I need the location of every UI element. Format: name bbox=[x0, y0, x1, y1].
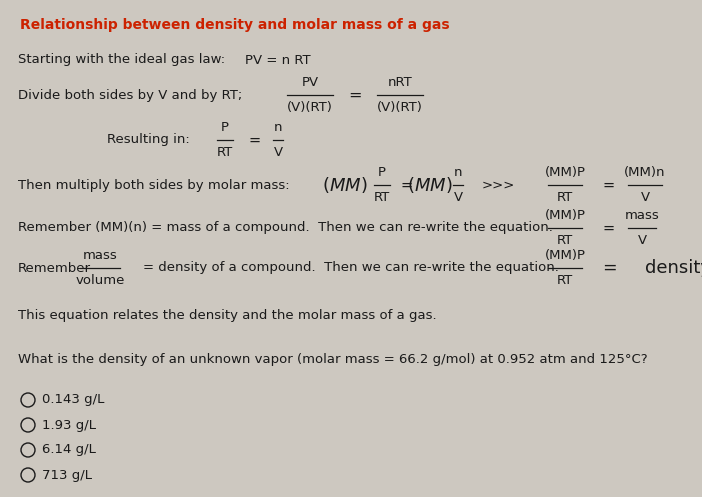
Text: =: = bbox=[348, 87, 362, 102]
Text: >>>: >>> bbox=[482, 178, 515, 191]
Text: n: n bbox=[453, 166, 462, 179]
Text: =: = bbox=[603, 177, 615, 192]
Text: $(MM)$: $(MM)$ bbox=[322, 175, 368, 195]
Text: RT: RT bbox=[557, 191, 573, 204]
Text: =: = bbox=[602, 259, 616, 277]
Text: PV: PV bbox=[301, 76, 319, 89]
Text: =: = bbox=[603, 221, 615, 236]
Text: mass: mass bbox=[625, 209, 659, 222]
Text: This equation relates the density and the molar mass of a gas.: This equation relates the density and th… bbox=[18, 309, 437, 322]
Text: nRT: nRT bbox=[388, 76, 412, 89]
Text: 713 g/L: 713 g/L bbox=[42, 469, 92, 482]
Text: RT: RT bbox=[217, 146, 233, 159]
Text: = density of a compound.  Then we can re-write the equation.: = density of a compound. Then we can re-… bbox=[143, 261, 559, 274]
Text: mass: mass bbox=[83, 249, 117, 262]
Text: V: V bbox=[637, 234, 647, 247]
Text: RT: RT bbox=[557, 234, 573, 247]
Text: Relationship between density and molar mass of a gas: Relationship between density and molar m… bbox=[20, 18, 449, 32]
Text: RT: RT bbox=[374, 191, 390, 204]
Text: P: P bbox=[378, 166, 386, 179]
Text: Then multiply both sides by molar mass:: Then multiply both sides by molar mass: bbox=[18, 178, 290, 191]
Text: PV = n RT: PV = n RT bbox=[245, 54, 310, 67]
Text: Remember: Remember bbox=[18, 261, 91, 274]
Text: $(MM)$: $(MM)$ bbox=[407, 175, 453, 195]
Text: volume: volume bbox=[75, 274, 125, 287]
Text: What is the density of an unknown vapor (molar mass = 66.2 g/mol) at 0.952 atm a: What is the density of an unknown vapor … bbox=[18, 353, 648, 366]
Text: density: density bbox=[645, 259, 702, 277]
Text: =: = bbox=[249, 133, 261, 148]
Text: Starting with the ideal gas law:: Starting with the ideal gas law: bbox=[18, 54, 225, 67]
Text: V: V bbox=[453, 191, 463, 204]
Text: V: V bbox=[640, 191, 649, 204]
Text: n: n bbox=[274, 121, 282, 134]
Text: (MM)P: (MM)P bbox=[545, 249, 585, 262]
Text: Remember (MM)(n) = mass of a compound.  Then we can re-write the equation.: Remember (MM)(n) = mass of a compound. T… bbox=[18, 222, 553, 235]
Text: (MM)P: (MM)P bbox=[545, 209, 585, 222]
Text: 6.14 g/L: 6.14 g/L bbox=[42, 443, 96, 457]
Text: =: = bbox=[401, 177, 413, 192]
Text: Resulting in:: Resulting in: bbox=[107, 134, 190, 147]
Text: (V)(RT): (V)(RT) bbox=[287, 101, 333, 114]
Text: 0.143 g/L: 0.143 g/L bbox=[42, 394, 105, 407]
Text: P: P bbox=[221, 121, 229, 134]
Text: (MM)P: (MM)P bbox=[545, 166, 585, 179]
Text: V: V bbox=[274, 146, 283, 159]
Text: RT: RT bbox=[557, 274, 573, 287]
Text: (MM)n: (MM)n bbox=[624, 166, 665, 179]
Text: 1.93 g/L: 1.93 g/L bbox=[42, 418, 96, 431]
Text: (V)(RT): (V)(RT) bbox=[377, 101, 423, 114]
Text: Divide both sides by V and by RT;: Divide both sides by V and by RT; bbox=[18, 88, 242, 101]
